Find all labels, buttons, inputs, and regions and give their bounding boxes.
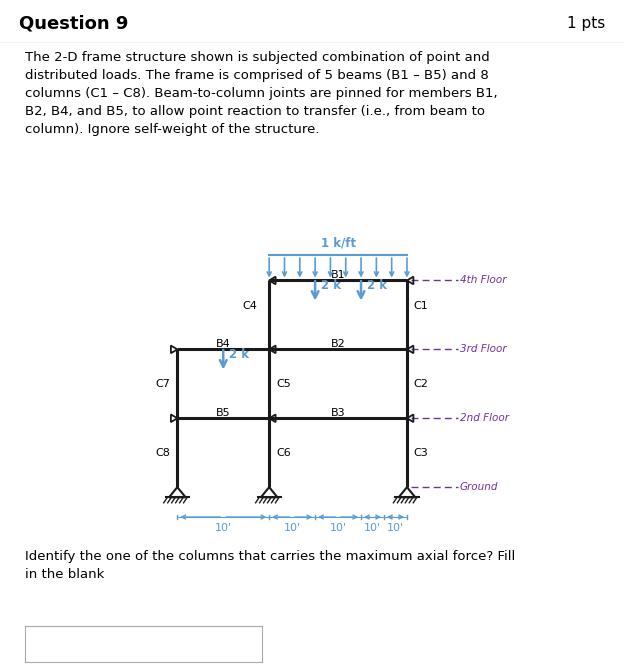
Text: C4: C4 — [243, 301, 258, 310]
Text: 3rd Floor: 3rd Floor — [460, 345, 507, 355]
Text: Identify the one of the columns that carries the maximum axial force? Fill
in th: Identify the one of the columns that car… — [25, 550, 515, 581]
Text: 2nd Floor: 2nd Floor — [460, 413, 509, 423]
Text: 1 pts: 1 pts — [567, 17, 605, 31]
Text: 10': 10' — [364, 523, 381, 533]
Text: The 2-D frame structure shown is subjected combination of point and
distributed : The 2-D frame structure shown is subject… — [25, 51, 497, 136]
Text: 10': 10' — [387, 523, 404, 533]
Text: C8: C8 — [155, 448, 170, 458]
Text: C5: C5 — [276, 379, 291, 389]
Text: Ground: Ground — [460, 482, 499, 492]
Text: 10': 10' — [215, 523, 232, 533]
Text: C7: C7 — [155, 379, 170, 389]
Text: B5: B5 — [216, 408, 231, 417]
Text: Question 9: Question 9 — [19, 15, 128, 33]
Text: C3: C3 — [414, 448, 429, 458]
Text: B4: B4 — [216, 339, 231, 349]
Text: 4th Floor: 4th Floor — [460, 276, 506, 286]
Text: 2 k: 2 k — [321, 280, 341, 292]
Text: 10': 10' — [283, 523, 301, 533]
Text: C2: C2 — [414, 379, 429, 389]
Text: B1: B1 — [331, 270, 346, 280]
Text: 10': 10' — [329, 523, 347, 533]
Text: 1 k/ft: 1 k/ft — [321, 236, 356, 250]
Text: C1: C1 — [414, 301, 429, 310]
Text: 2 k: 2 k — [229, 349, 249, 361]
Text: B2: B2 — [331, 339, 346, 349]
Text: 2 k: 2 k — [367, 280, 387, 292]
Text: C6: C6 — [276, 448, 291, 458]
Text: B3: B3 — [331, 408, 346, 417]
